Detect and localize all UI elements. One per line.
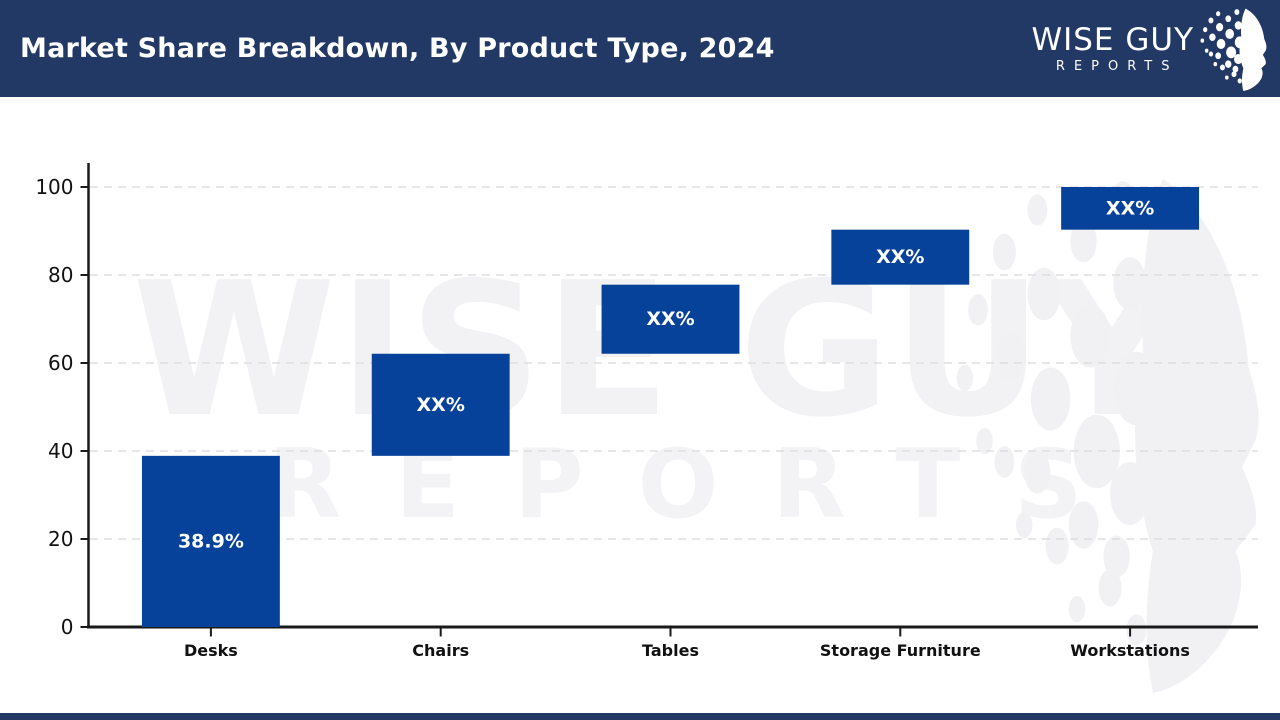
logo-subtext: REPORTS: [1055, 58, 1179, 74]
y-tick-label-80: 80: [48, 263, 73, 287]
bar-storage-furniture: [831, 229, 970, 285]
logo-text: WISE GUY REPORTS: [1031, 21, 1194, 74]
y-tick-label-40: 40: [48, 439, 73, 463]
bar-label-0: 38.9%: [178, 530, 244, 552]
header: Market Share Breakdown, By Product Type,…: [0, 0, 1280, 97]
bar-chairs: [371, 353, 510, 456]
y-tick-label-100: 100: [35, 175, 73, 199]
x-tick-label-1: Chairs: [412, 641, 469, 660]
y-tick-label-0: 0: [61, 615, 74, 639]
x-tick-label-4: Workstations: [1070, 641, 1190, 660]
bar-label-2: XX%: [646, 308, 694, 330]
logo-face-icon: [1200, 8, 1267, 91]
bar-label-3: XX%: [876, 246, 924, 268]
y-tick-label-60: 60: [48, 351, 73, 375]
bar-desks: [141, 455, 280, 627]
logo: WISE GUY REPORTS: [1031, 7, 1270, 91]
x-tick-label-3: Storage Furniture: [820, 641, 981, 660]
bar-label-4: XX%: [1106, 197, 1154, 219]
bar-tables: [601, 284, 740, 354]
logo-wordmark: WISE GUY: [1031, 21, 1194, 58]
page-title: Market Share Breakdown, By Product Type,…: [20, 33, 775, 64]
bar-label-1: XX%: [417, 394, 465, 416]
bottom-strip: [0, 713, 1280, 720]
x-tick-label-0: Desks: [184, 641, 238, 660]
y-tick-label-20: 20: [48, 527, 73, 551]
x-tick-label-2: Tables: [642, 641, 699, 660]
